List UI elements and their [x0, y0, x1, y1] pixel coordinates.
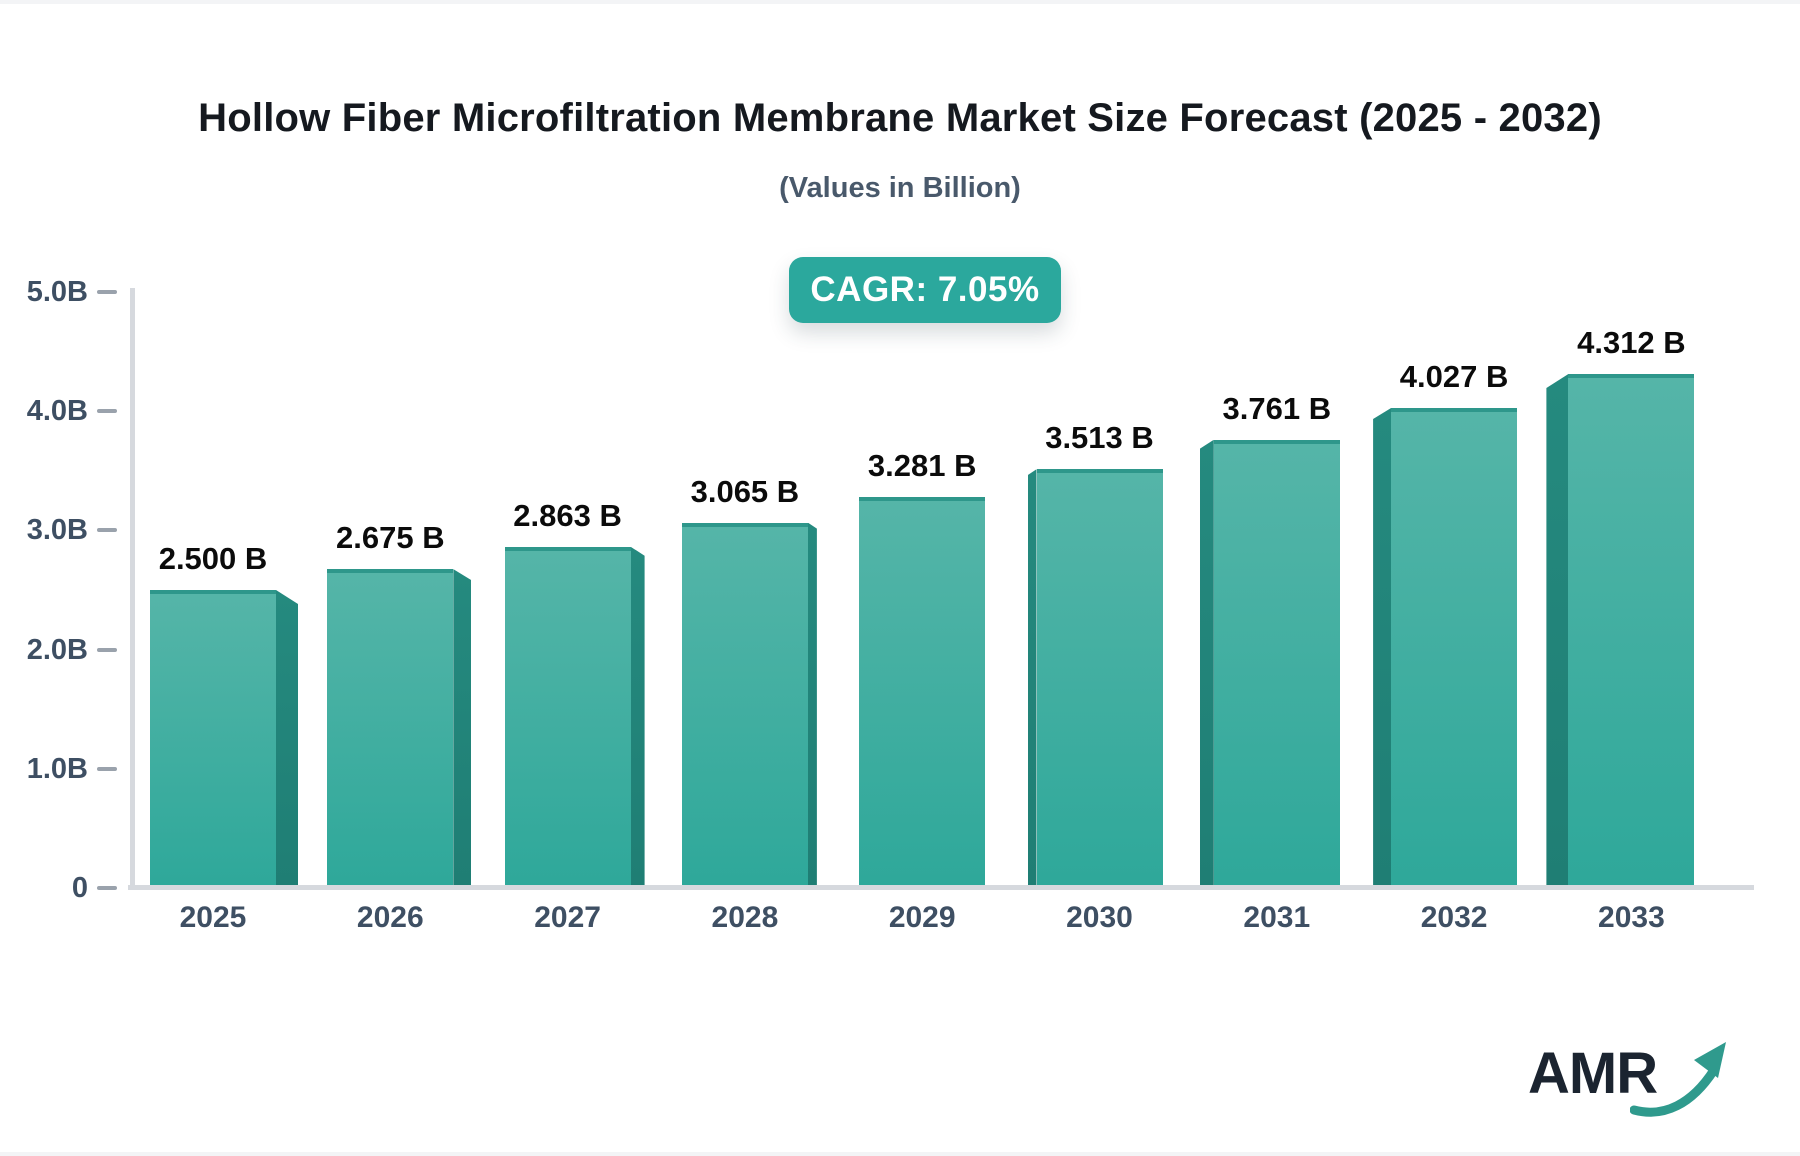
bar-face	[1036, 469, 1163, 888]
bar-side-face	[453, 569, 472, 888]
y-axis-tick-label: 2.0B	[26, 633, 88, 666]
bar-value-label: 2.863 B	[513, 497, 622, 533]
bar-side-face	[630, 546, 645, 888]
bar-side-face	[807, 522, 817, 888]
y-axis-tick-dash	[97, 290, 117, 294]
x-axis-label: 2028	[711, 901, 779, 934]
y-axis-tick-dash	[97, 766, 117, 771]
bar-value-label: 3.513 B	[1045, 420, 1154, 456]
bar-face	[859, 496, 986, 888]
amr-logo-text: AMR	[1528, 1041, 1658, 1106]
x-axis-label: 2025	[179, 901, 247, 934]
y-axis-tick-dash	[97, 528, 117, 533]
chart-title: Hollow Fiber Microfiltration Membrane Ma…	[198, 96, 1602, 140]
bar-face	[681, 522, 808, 888]
x-axis-label: 2027	[534, 901, 601, 934]
cagr-badge-label: CAGR: 7.05%	[810, 270, 1040, 309]
bar-face	[1213, 439, 1340, 888]
y-axis-tick-label: 5.0B	[26, 276, 88, 308]
chart-subtitle: (Values in Billion)	[779, 172, 1021, 204]
y-axis-line	[130, 288, 135, 888]
bar-value-label: 4.027 B	[1399, 358, 1509, 394]
bar-face	[504, 546, 631, 888]
y-axis-tick-dash	[97, 647, 117, 652]
y-axis-tick-dash	[97, 886, 117, 890]
bar-side-face	[1199, 439, 1214, 888]
y-axis-tick-label: 4.0B	[26, 395, 88, 428]
bar-face	[1568, 374, 1695, 888]
y-axis-tick-label: 1.0B	[26, 752, 88, 785]
x-axis-label: 2031	[1243, 901, 1311, 934]
bar-value-label: 3.281 B	[867, 447, 977, 483]
bar-face	[150, 590, 276, 888]
bar-side-face	[1373, 407, 1392, 888]
bar-face	[327, 569, 454, 888]
x-axis-label: 2033	[1598, 901, 1665, 934]
x-axis-label: 2029	[888, 901, 956, 934]
bar-value-label: 2.675 B	[336, 520, 445, 556]
x-axis-line	[128, 885, 1754, 890]
bar-value-label: 2.500 B	[158, 541, 268, 576]
cagr-badge: CAGR: 7.05%	[789, 257, 1061, 323]
x-axis-label: 2032	[1420, 901, 1488, 934]
bottom-border	[0, 1152, 1800, 1156]
growth-arrow-icon	[1630, 1042, 1726, 1117]
y-axis-tick-label: 3.0B	[26, 514, 88, 547]
bar-side-face	[1027, 469, 1037, 888]
y-axis-tick-label: 0	[71, 872, 88, 904]
bar-value-label: 3.761 B	[1222, 390, 1332, 426]
y-axis-tick-dash	[97, 409, 117, 414]
bar-face	[1391, 407, 1518, 888]
x-axis-label: 2030	[1066, 901, 1133, 934]
bar-value-label: 3.065 B	[690, 473, 800, 509]
bar-side-face	[276, 590, 298, 888]
x-axis-label: 2026	[356, 901, 424, 934]
bar-side-face	[1546, 374, 1569, 888]
top-border	[0, 0, 1800, 4]
bar-value-label: 4.312 B	[1577, 325, 1686, 360]
amr-logo: AMR	[1528, 1032, 1738, 1122]
